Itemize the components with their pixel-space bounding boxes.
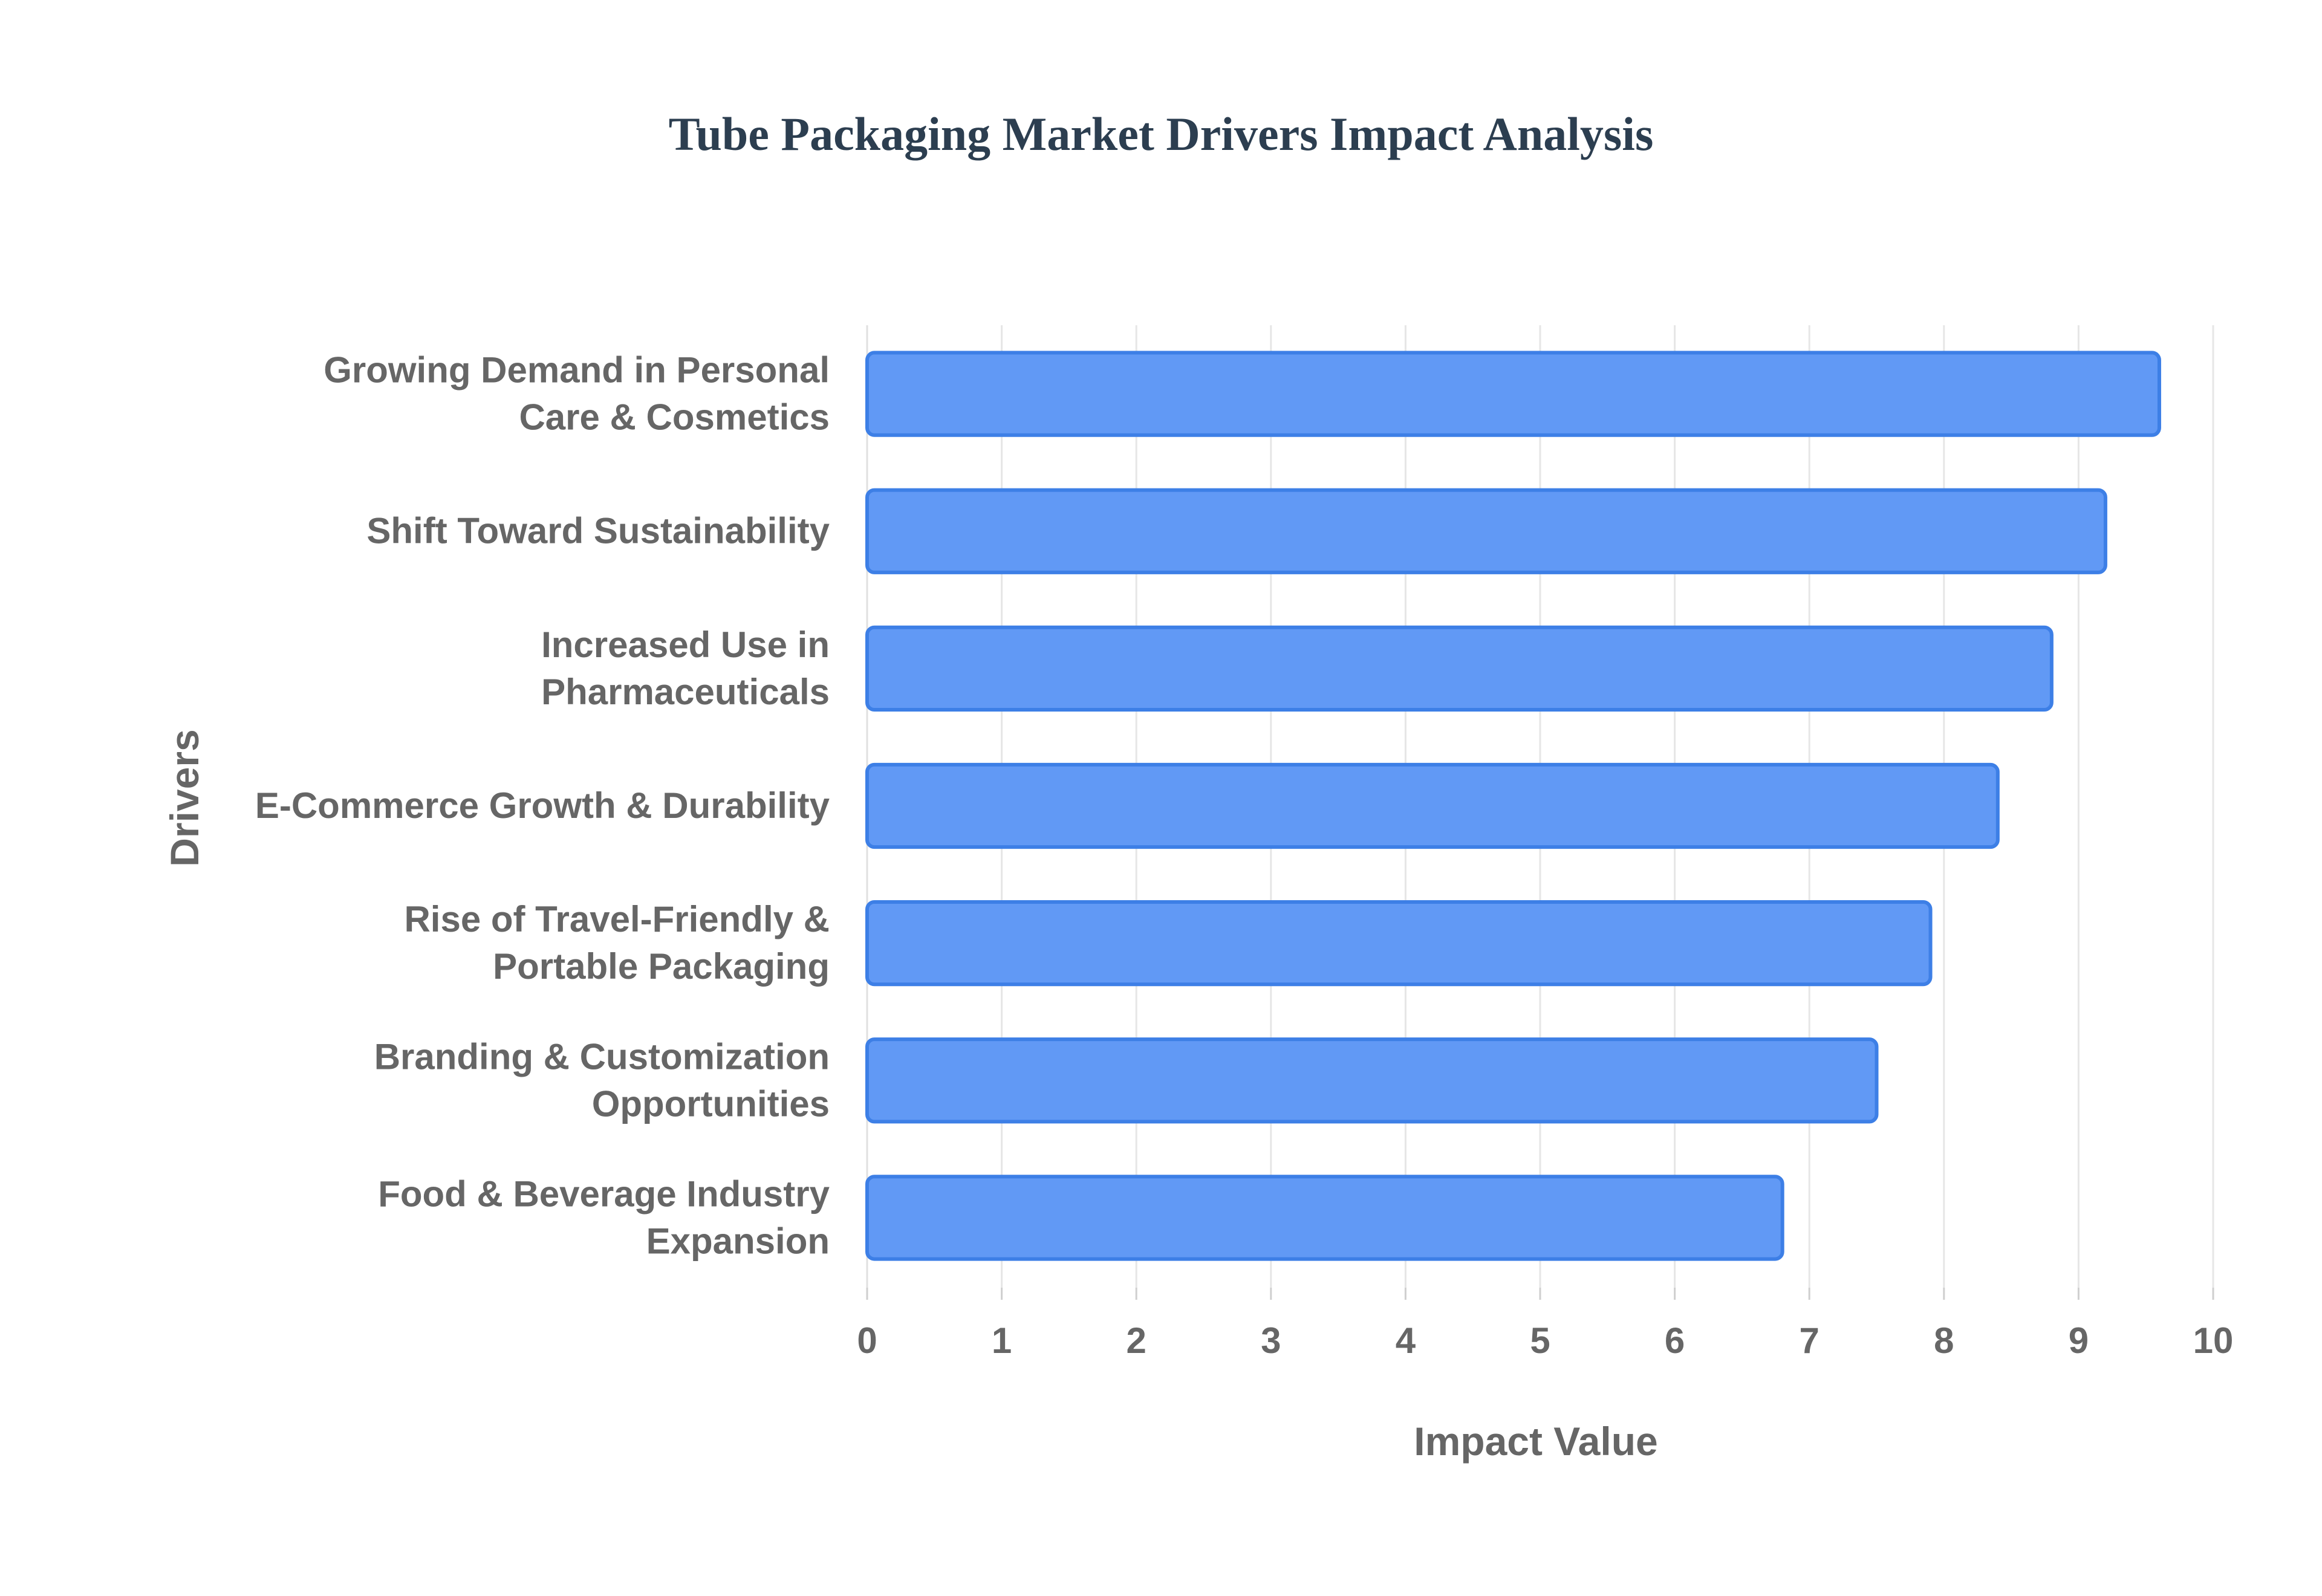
x-tick-label: 8: [1934, 1320, 1954, 1361]
bar: [865, 351, 2161, 437]
x-tick-label: 9: [2069, 1320, 2089, 1361]
x-tick-label: 4: [1396, 1320, 1416, 1361]
category-label: Increased Use in Pharmaceuticals: [541, 624, 830, 712]
bar: [865, 488, 2107, 574]
x-tick-label: 7: [1800, 1320, 1820, 1361]
category-label: Growing Demand in Personal Care & Cosmeti…: [324, 350, 830, 438]
bar: [865, 1175, 1784, 1261]
x-axis-ticks: 0 1 2 3 4 5 6 7 8 9 10: [857, 1288, 2233, 1361]
category-label: E-Commerce Growth & Durability: [255, 785, 830, 826]
bars: [865, 351, 2161, 1261]
x-tick-label: 3: [1261, 1320, 1281, 1361]
category-label: Shift Toward Sustainability: [366, 511, 830, 551]
x-axis-title: Impact Value: [1414, 1419, 1658, 1464]
category-label: Rise of Travel-Friendly & Portable Packag…: [404, 899, 830, 987]
bar: [865, 1037, 1879, 1124]
x-tick-label: 2: [1127, 1320, 1146, 1361]
y-axis-title: Drivers: [162, 729, 207, 867]
category-label: Branding & Customization Opportunities: [374, 1036, 830, 1124]
chart-title: Tube Packaging Market Drivers Impact Ana…: [669, 108, 1654, 160]
x-tick-label: 6: [1665, 1320, 1685, 1361]
bar: [865, 625, 2054, 712]
x-tick-label: 10: [2193, 1320, 2234, 1361]
bar: [865, 762, 2000, 849]
category-label: Food & Beverage Industry Expansion: [378, 1173, 830, 1261]
category-labels: Growing Demand in Personal Care & Cosmeti…: [255, 350, 830, 1262]
x-tick-label: 1: [992, 1320, 1012, 1361]
bar: [865, 900, 1933, 987]
x-tick-label: 0: [857, 1320, 877, 1361]
x-tick-label: 5: [1530, 1320, 1550, 1361]
